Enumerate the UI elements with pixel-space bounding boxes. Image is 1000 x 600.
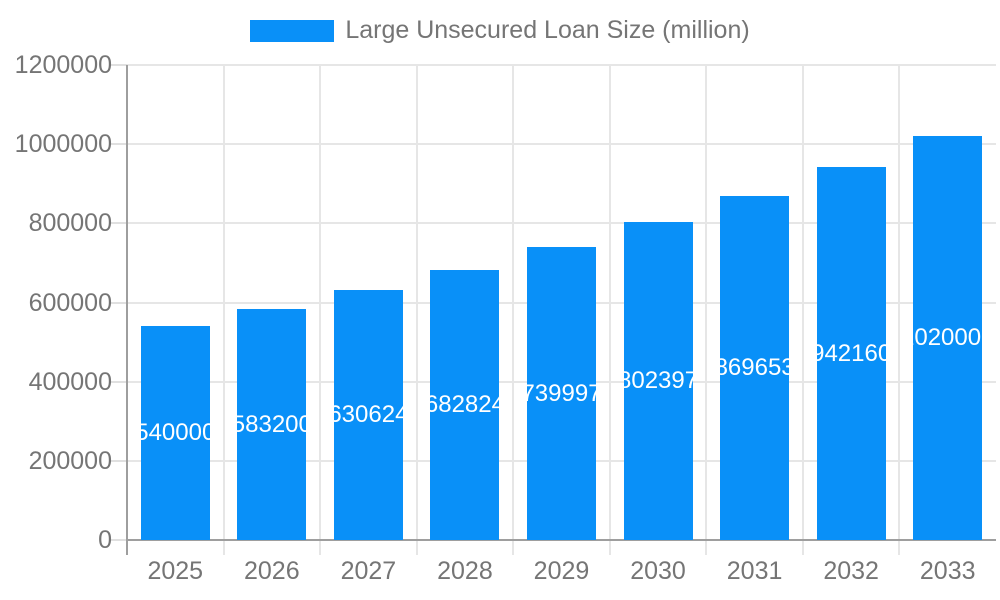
bar-2033[interactable]: 1020000 <box>913 136 983 540</box>
gridline-v <box>512 65 515 555</box>
x-axis-line <box>126 539 996 541</box>
bar-2028[interactable]: 682824 <box>430 269 500 540</box>
y-tick-mark <box>110 143 127 146</box>
bar-value-label: 682824 <box>430 390 500 418</box>
x-tick-label: 2026 <box>244 557 300 585</box>
gridline-v <box>801 65 804 555</box>
bar-2030[interactable]: 802397 <box>623 222 693 540</box>
gridline-h <box>127 64 996 66</box>
y-tick-mark <box>110 301 127 304</box>
gridline-v <box>415 65 418 555</box>
x-tick-label: 2030 <box>630 557 686 585</box>
legend: Large Unsecured Loan Size (million) <box>0 16 1000 45</box>
bar-value-label: 802397 <box>623 367 693 395</box>
y-tick-mark <box>110 222 127 225</box>
y-tick-mark <box>110 64 127 66</box>
bar-value-label: 869653 <box>720 353 790 381</box>
y-tick-label: 0 <box>98 526 112 554</box>
legend-label: Large Unsecured Loan Size (million) <box>345 16 750 44</box>
gridline-v <box>608 65 611 555</box>
bar-value-label: 583200 <box>237 410 307 438</box>
bar-2025[interactable]: 540000 <box>140 326 210 540</box>
y-tick-label: 1000000 <box>14 130 112 159</box>
y-tick-label: 200000 <box>28 446 112 475</box>
legend-swatch <box>250 19 335 42</box>
bar-value-label: 1020000 <box>913 324 982 352</box>
y-tick-label: 400000 <box>28 367 112 396</box>
y-tick-label: 800000 <box>28 209 112 238</box>
y-tick-label: 600000 <box>28 288 112 317</box>
x-tick-label: 2028 <box>437 557 493 585</box>
gridline-v <box>705 65 708 555</box>
bar-2032[interactable]: 942160 <box>816 167 886 540</box>
legend-item[interactable]: Large Unsecured Loan Size (million) <box>250 16 750 45</box>
gridline-h <box>127 143 996 146</box>
y-axis-line <box>126 65 128 555</box>
bar-2026[interactable]: 583200 <box>237 309 307 540</box>
bar-2029[interactable]: 739997 <box>527 247 596 540</box>
bar-2031[interactable]: 869653 <box>720 195 790 540</box>
bar-value-label: 942160 <box>816 339 886 367</box>
bar-value-label: 630624 <box>333 401 403 429</box>
gridline-v <box>898 65 901 555</box>
bar-value-label: 540000 <box>140 419 210 447</box>
x-tick-label: 2025 <box>147 557 204 585</box>
y-tick-mark <box>110 539 127 541</box>
x-tick-label: 2029 <box>533 557 590 585</box>
x-tick-label: 2032 <box>823 557 879 585</box>
y-tick-label: 1200000 <box>14 51 112 79</box>
bar-value-label: 739997 <box>527 379 596 407</box>
y-tick-mark <box>110 459 127 462</box>
gridline-h <box>127 222 996 225</box>
gridline-v <box>222 65 225 555</box>
gridline-v <box>319 65 322 555</box>
x-tick-label: 2033 <box>919 557 976 585</box>
y-tick-mark <box>110 380 127 383</box>
x-tick-label: 2027 <box>340 557 397 585</box>
bar-2027[interactable]: 630624 <box>333 290 403 540</box>
x-tick-label: 2031 <box>726 557 783 585</box>
